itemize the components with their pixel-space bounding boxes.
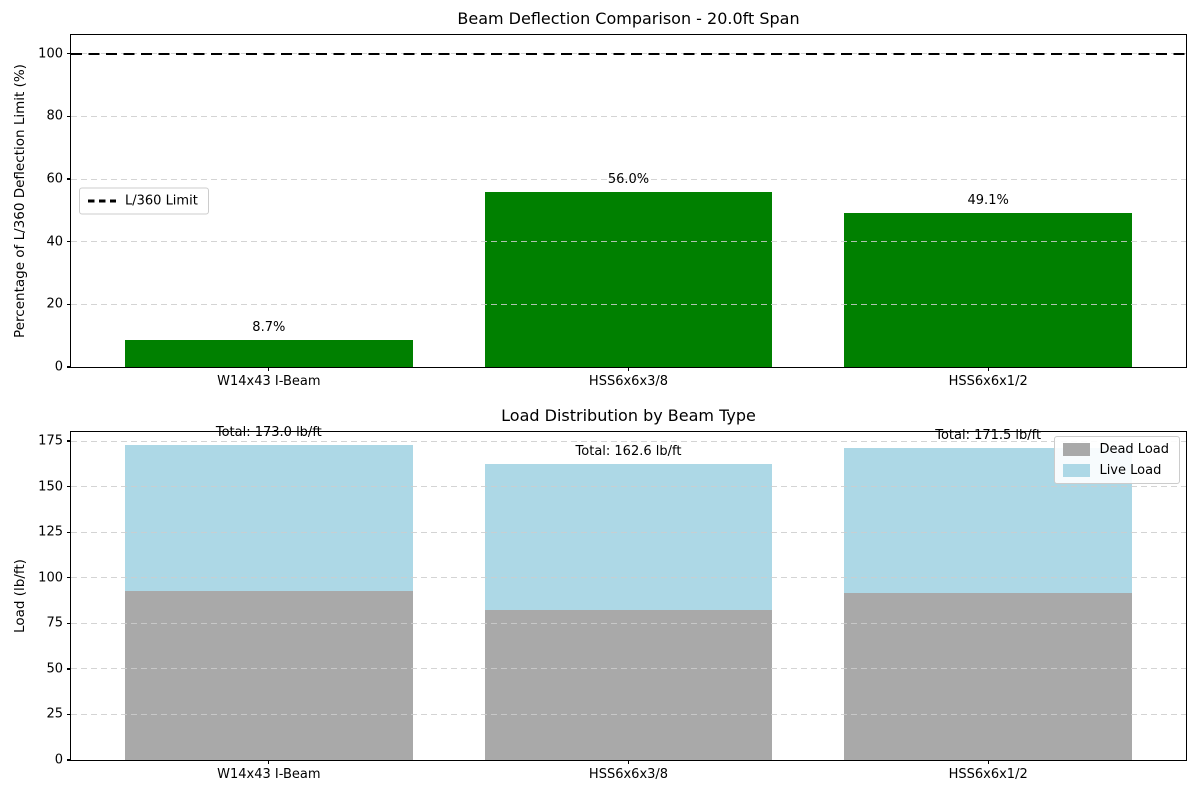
grid-line <box>71 577 1186 579</box>
y-tick-label: 40 <box>46 234 63 250</box>
bar-segment-dead-load <box>484 609 773 760</box>
load-plot-area: 0 25 50 75 100 125 150 175 Total: 173.0 lb/ft W14… <box>38 425 1187 782</box>
dashed-line-swatch <box>88 199 116 203</box>
grid-line <box>71 178 1186 180</box>
y-tick-mark <box>67 53 71 55</box>
x-tick-mark <box>268 760 270 764</box>
y-tick-label: 80 <box>46 108 63 124</box>
y-tick-mark <box>67 178 71 180</box>
grid-line <box>71 303 1186 305</box>
x-tick-label: HSS6x6x1/2 <box>948 767 1028 782</box>
total-label: Total: 173.0 lb/ft <box>215 424 322 440</box>
grid-line <box>71 440 1186 442</box>
y-tick-label: 0 <box>54 359 63 375</box>
y-tick-mark <box>67 531 71 533</box>
y-tick-label: 20 <box>46 296 63 312</box>
y-tick-mark <box>67 303 71 305</box>
legend-swatch <box>1063 464 1091 477</box>
limit-line <box>71 52 1186 56</box>
y-tick-mark <box>67 440 71 442</box>
legend-item: Dead Load <box>1063 442 1169 457</box>
grid-line <box>71 115 1186 117</box>
x-tick-mark <box>987 367 989 371</box>
bar-segment-dead-load <box>124 590 413 760</box>
bar-segment-dead-load <box>844 593 1133 760</box>
y-tick-mark <box>67 486 71 488</box>
y-tick-label: 175 <box>38 433 63 449</box>
deflection-chart-title: Beam Deflection Comparison - 20.0ft Span <box>457 9 800 28</box>
y-tick-label: 0 <box>54 752 63 768</box>
grid-line <box>71 668 1186 670</box>
legend: L/360 Limit <box>79 187 209 215</box>
x-tick-mark <box>627 367 630 371</box>
x-tick-label: W14x43 I-Beam <box>217 767 321 782</box>
x-tick-label: HSS6x6x3/8 <box>588 767 669 782</box>
grid-line <box>71 241 1186 243</box>
legend-item-label: Live Load <box>1099 463 1162 478</box>
bar-segment-live-load <box>124 444 413 591</box>
legend: Dead Load Live Load <box>1054 436 1180 484</box>
total-label: Total: 162.6 lb/ft <box>575 443 682 459</box>
grid-line <box>71 531 1186 533</box>
legend-item: L/360 Limit <box>88 194 198 209</box>
grid-line <box>71 713 1186 715</box>
bar-value-label: 8.7% <box>252 319 286 335</box>
deflection-y-axis-label: Percentage of L/360 Deflection Limit (%) <box>12 64 28 338</box>
y-tick-mark <box>67 668 71 670</box>
x-tick-label: W14x43 I-Beam <box>217 374 321 389</box>
bar <box>484 191 773 367</box>
y-tick-label: 150 <box>38 479 63 495</box>
y-tick-label: 60 <box>46 171 63 187</box>
y-tick-label: 100 <box>38 570 63 586</box>
y-tick-mark <box>67 241 71 243</box>
load-chart-title: Load Distribution by Beam Type <box>501 406 756 425</box>
x-tick-mark <box>987 760 989 764</box>
y-tick-mark <box>67 622 71 624</box>
y-tick-label: 75 <box>46 615 63 631</box>
legend-item: Live Load <box>1063 463 1169 478</box>
bar-segment-live-load <box>484 463 773 610</box>
y-tick-label: 100 <box>38 46 63 62</box>
y-tick-mark <box>67 713 71 716</box>
bar-value-label: 56.0% <box>607 171 650 187</box>
legend-item-label: Dead Load <box>1099 442 1169 457</box>
grid-line <box>71 486 1186 488</box>
y-tick-mark <box>67 759 71 761</box>
bar <box>124 339 413 367</box>
y-tick-label: 25 <box>46 706 63 722</box>
y-tick-mark <box>67 115 71 118</box>
y-tick-mark <box>67 577 71 579</box>
y-tick-mark <box>67 366 71 368</box>
bar <box>844 213 1133 367</box>
total-label: Total: 171.5 lb/ft <box>935 427 1042 443</box>
y-tick-label: 125 <box>38 524 63 540</box>
grid-line <box>71 622 1186 624</box>
bar-value-label: 49.1% <box>967 193 1009 209</box>
load-y-axis-label: Load (lb/ft) <box>12 559 28 633</box>
x-tick-mark <box>268 367 270 371</box>
legend-item-label: L/360 Limit <box>125 193 198 209</box>
x-tick-label: HSS6x6x3/8 <box>588 374 669 389</box>
deflection-plot-area: 0 20 40 60 80 100 8.7% W14x43 I-Beam 56.0% HSS6x6… <box>38 34 1187 389</box>
y-tick-label: 50 <box>46 661 63 677</box>
x-tick-label: HSS6x6x1/2 <box>948 374 1028 389</box>
legend-swatch <box>1063 443 1091 456</box>
x-tick-mark <box>627 760 630 764</box>
